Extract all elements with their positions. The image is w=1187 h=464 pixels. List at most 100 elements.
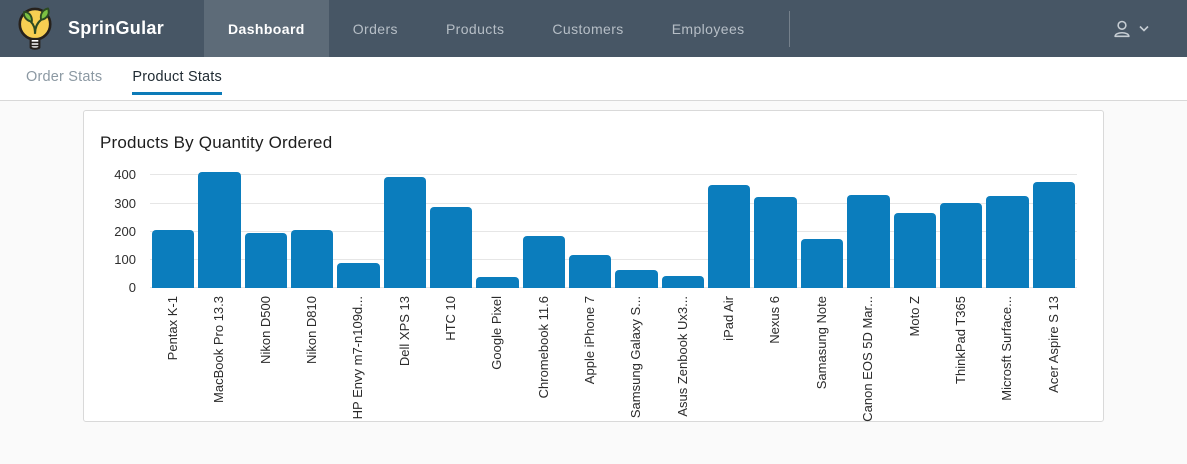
bar-col-dell-xps-13 bbox=[382, 167, 428, 288]
x-label-col-thinkpad-t365: ThinkPad T365 bbox=[938, 296, 984, 423]
x-label-col-microsft-surface: Microsft Surface... bbox=[984, 296, 1030, 423]
x-label-col-apple-iphone-7: Apple iPhone 7 bbox=[567, 296, 613, 423]
x-label-col-pentax-k-1: Pentax K-1 bbox=[150, 296, 196, 423]
bar-col-google-pixel bbox=[474, 167, 520, 288]
x-label-col-chromebook-11-6: Chromebook 11.6 bbox=[521, 296, 567, 423]
x-label-macbook-pro-13-3: MacBook Pro 13.3 bbox=[211, 296, 227, 403]
bar-asus-zenbook-ux3[interactable] bbox=[661, 276, 705, 288]
bar-chromebook-11-6[interactable] bbox=[522, 236, 566, 288]
x-label-col-google-pixel: Google Pixel bbox=[474, 296, 520, 423]
x-label-col-nikon-d500: Nikon D500 bbox=[243, 296, 289, 423]
bar-col-ipad-air bbox=[706, 167, 752, 288]
bar-col-microsft-surface bbox=[984, 167, 1030, 288]
chart-card: Products By Quantity Ordered 0 100 200 300 4… bbox=[83, 110, 1104, 422]
bar-samsung-galaxy-s[interactable] bbox=[615, 270, 658, 288]
bar-col-samsung-galaxy-s bbox=[613, 167, 659, 288]
x-label-col-acer-aspire-s-13: Acer Aspire S 13 bbox=[1031, 296, 1077, 423]
y-tick-200: 200 bbox=[114, 223, 136, 239]
gridline-200 bbox=[150, 230, 1077, 232]
x-label-nikon-d500: Nikon D500 bbox=[257, 296, 273, 364]
chevron-down-icon bbox=[1139, 25, 1149, 32]
x-label-moto-z: Moto Z bbox=[906, 296, 922, 337]
bar-canon-eos-5d-mar[interactable] bbox=[847, 195, 890, 288]
x-label-col-samsung-galaxy-s: Samsung Galaxy S... bbox=[613, 296, 659, 423]
bar-apple-iphone-7[interactable] bbox=[569, 255, 612, 288]
content-area: Products By Quantity Ordered 0 100 200 300 4… bbox=[0, 101, 1187, 422]
bar-pentax-k-1[interactable] bbox=[152, 230, 195, 288]
bar-microsft-surface[interactable] bbox=[986, 196, 1029, 288]
x-axis: Pentax K-1 MacBook Pro 13.3 Nikon D500 Niko… bbox=[84, 296, 1077, 423]
bar-col-asus-zenbook-ux3 bbox=[660, 167, 706, 288]
x-label-apple-iphone-7: Apple iPhone 7 bbox=[582, 296, 598, 385]
nav-item-customers[interactable]: Customers bbox=[552, 20, 624, 37]
x-label-google-pixel: Google Pixel bbox=[489, 296, 505, 370]
bar-col-hp-envy-m7-n109d bbox=[335, 167, 381, 288]
x-label-col-dell-xps-13: Dell XPS 13 bbox=[382, 296, 428, 423]
x-label-acer-aspire-s-13: Acer Aspire S 13 bbox=[1045, 296, 1061, 393]
bar-google-pixel[interactable] bbox=[476, 277, 519, 288]
bar-col-macbook-pro-13-3 bbox=[196, 167, 242, 288]
x-label-col-htc-10: HTC 10 bbox=[428, 296, 474, 423]
bar-dell-xps-13[interactable] bbox=[383, 177, 427, 288]
bar-nikon-d500[interactable] bbox=[244, 233, 288, 288]
x-label-chromebook-11-6: Chromebook 11.6 bbox=[535, 296, 551, 399]
tab-order-stats[interactable]: Order Stats bbox=[26, 69, 103, 85]
bar-nikon-d810[interactable] bbox=[291, 230, 334, 288]
x-label-ipad-air: iPad Air bbox=[721, 296, 737, 341]
x-label-microsft-surface: Microsft Surface... bbox=[999, 296, 1015, 401]
x-label-col-ipad-air: iPad Air bbox=[706, 296, 752, 423]
user-icon bbox=[1114, 20, 1130, 37]
bar-col-pentax-k-1 bbox=[150, 167, 196, 288]
logo-lightbulb-sprout-icon bbox=[18, 7, 52, 50]
tab-bar: Order Stats Product Stats bbox=[0, 57, 1187, 101]
bar-col-thinkpad-t365 bbox=[938, 167, 984, 288]
bar-col-acer-aspire-s-13 bbox=[1031, 167, 1077, 288]
bar-col-nikon-d500 bbox=[243, 167, 289, 288]
bar-samasung-note[interactable] bbox=[800, 239, 844, 288]
brand[interactable]: SprinGular bbox=[0, 0, 164, 57]
bar-moto-z[interactable] bbox=[893, 213, 936, 288]
y-axis: 0 100 200 300 400 bbox=[84, 167, 150, 295]
bar-col-canon-eos-5d-mar bbox=[845, 167, 891, 288]
x-label-col-hp-envy-m7-n109d: HP Envy m7-n109d... bbox=[335, 296, 381, 423]
x-label-samsung-galaxy-s: Samsung Galaxy S... bbox=[628, 296, 644, 419]
y-tick-0: 0 bbox=[128, 280, 136, 295]
bar-col-nikon-d810 bbox=[289, 167, 335, 288]
gridline-400 bbox=[150, 174, 1077, 176]
bar-ipad-air[interactable] bbox=[708, 185, 751, 288]
x-label-col-samasung-note: Samasung Note bbox=[799, 296, 845, 423]
bar-hp-envy-m7-n109d[interactable] bbox=[337, 263, 380, 288]
nav-item-employees[interactable]: Employees bbox=[671, 20, 745, 37]
tab-product-stats[interactable]: Product Stats bbox=[132, 69, 222, 95]
y-tick-400: 400 bbox=[114, 167, 136, 183]
bar-col-htc-10 bbox=[428, 167, 474, 288]
top-navbar: SprinGular Dashboard Orders Products Custom… bbox=[0, 0, 1187, 57]
nav-item-dashboard[interactable]: Dashboard bbox=[204, 0, 329, 57]
bar-chart: 0 100 200 300 400 bbox=[84, 167, 1077, 295]
bar-col-apple-iphone-7 bbox=[567, 167, 613, 288]
bar-acer-aspire-s-13[interactable] bbox=[1032, 182, 1075, 288]
x-label-col-nikon-d810: Nikon D810 bbox=[289, 296, 335, 423]
bar-htc-10[interactable] bbox=[430, 207, 473, 288]
user-menu[interactable] bbox=[1111, 0, 1187, 57]
nav-item-products[interactable]: Products bbox=[445, 20, 505, 37]
gridline-100 bbox=[150, 258, 1077, 260]
bar-macbook-pro-13-3[interactable] bbox=[198, 172, 241, 288]
nav-spacer bbox=[790, 0, 1111, 57]
nav-item-orders[interactable]: Orders bbox=[352, 20, 398, 37]
bar-col-chromebook-11-6 bbox=[521, 167, 567, 288]
x-label-nexus-6: Nexus 6 bbox=[767, 296, 783, 344]
brand-name: SprinGular bbox=[68, 18, 165, 38]
x-label-thinkpad-t365: ThinkPad T365 bbox=[952, 296, 968, 384]
bar-col-nexus-6 bbox=[752, 167, 798, 288]
bar-nexus-6[interactable] bbox=[754, 197, 797, 288]
chart-title: Products By Quantity Ordered bbox=[100, 133, 333, 152]
chart-plot-area bbox=[150, 167, 1077, 288]
x-label-htc-10: HTC 10 bbox=[443, 296, 459, 341]
x-label-canon-eos-5d-mar: Canon EOS 5D Mar... bbox=[860, 296, 876, 422]
bar-thinkpad-t365[interactable] bbox=[939, 203, 983, 288]
y-tick-300: 300 bbox=[114, 195, 136, 211]
x-label-col-canon-eos-5d-mar: Canon EOS 5D Mar... bbox=[845, 296, 891, 423]
x-label-col-asus-zenbook-ux3: Asus Zenbook Ux3... bbox=[660, 296, 706, 423]
bar-col-moto-z bbox=[892, 167, 938, 288]
